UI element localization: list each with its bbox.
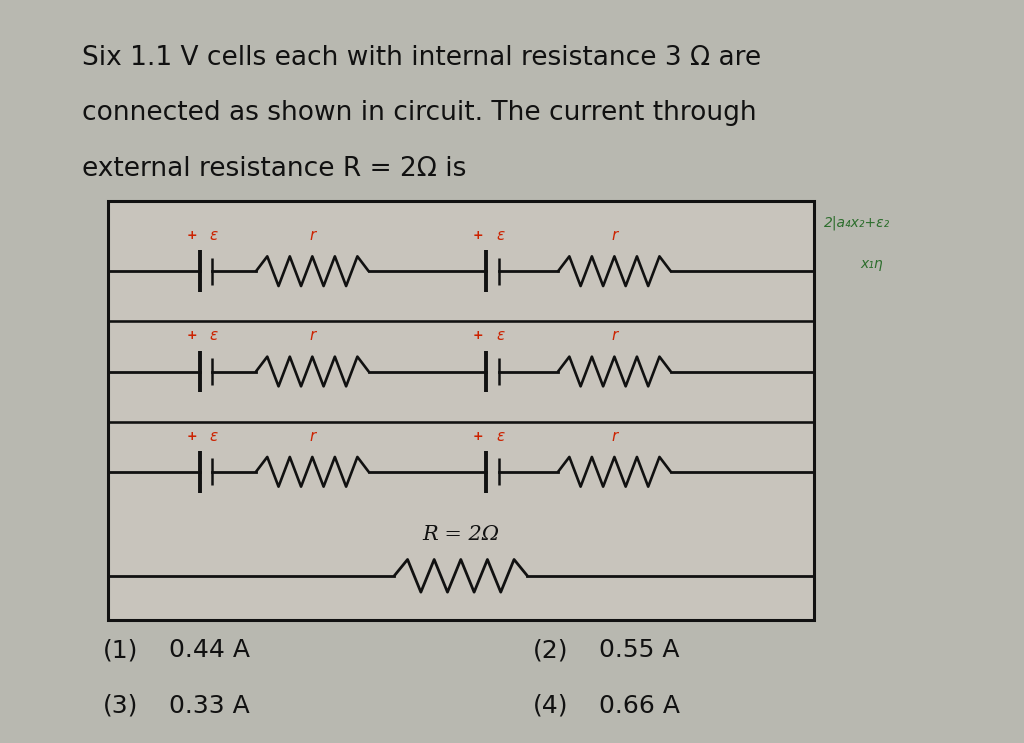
Text: +: + <box>186 329 197 343</box>
Text: connected as shown in circuit. The current through: connected as shown in circuit. The curre… <box>82 100 757 126</box>
Text: (1): (1) <box>102 638 138 662</box>
Text: external resistance R = 2Ω is: external resistance R = 2Ω is <box>82 156 466 182</box>
Text: r: r <box>611 228 617 243</box>
Text: r: r <box>611 429 617 444</box>
Text: R = 2Ω: R = 2Ω <box>422 525 500 545</box>
Text: 2|a₄x₂+ε₂: 2|a₄x₂+ε₂ <box>824 215 891 230</box>
Text: ε: ε <box>497 228 505 243</box>
Text: 0.66 A: 0.66 A <box>599 694 680 718</box>
Text: r: r <box>611 328 617 343</box>
Text: x₁η: x₁η <box>860 257 883 270</box>
Text: +: + <box>186 229 197 242</box>
Text: 0.33 A: 0.33 A <box>169 694 250 718</box>
Text: (4): (4) <box>532 694 568 718</box>
Text: r: r <box>309 228 315 243</box>
Text: ε: ε <box>497 328 505 343</box>
Text: (2): (2) <box>532 638 568 662</box>
Text: +: + <box>473 329 483 343</box>
Text: ε: ε <box>210 228 218 243</box>
Text: +: + <box>473 429 483 443</box>
Text: ε: ε <box>210 328 218 343</box>
Text: 0.55 A: 0.55 A <box>599 638 680 662</box>
Text: Six 1.1 V cells each with internal resistance 3 Ω are: Six 1.1 V cells each with internal resis… <box>82 45 761 71</box>
Text: +: + <box>186 429 197 443</box>
Text: r: r <box>309 328 315 343</box>
Text: +: + <box>473 229 483 242</box>
Text: 0.44 A: 0.44 A <box>169 638 250 662</box>
Text: r: r <box>309 429 315 444</box>
Text: ε: ε <box>497 429 505 444</box>
Bar <box>108 201 814 620</box>
Text: (3): (3) <box>102 694 138 718</box>
Text: ε: ε <box>210 429 218 444</box>
